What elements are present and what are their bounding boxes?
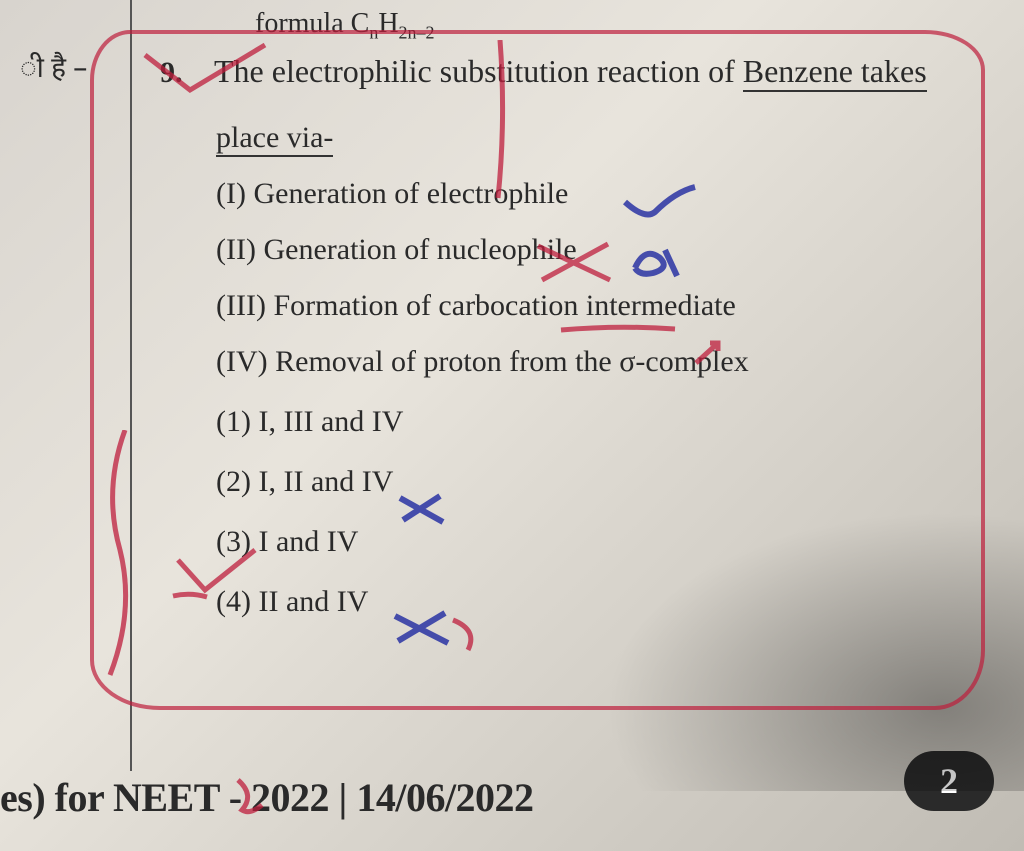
formula-h: H: [378, 8, 398, 39]
option-3: (3) I and IV: [216, 525, 980, 559]
option-4: (4) II and IV: [216, 585, 980, 619]
formula-sub-n: n: [369, 23, 378, 43]
statement-IV: (IV) Removal of proton from the σ-comple…: [216, 345, 980, 379]
footer-text: es) for NEET - 2022 | 14/06/2022: [0, 774, 534, 821]
formula-sub-2n2: 2n–2: [399, 23, 435, 43]
page-number-badge: 2: [904, 751, 994, 811]
margin-rule: [130, 0, 132, 771]
formula-text: formula C: [255, 8, 369, 39]
question-text-benzene: Benzene takes: [743, 53, 927, 92]
top-formula: formula CnH2n–2: [255, 8, 435, 44]
exam-page: formula CnH2n–2 ी है – 9. The electrophi…: [0, 0, 1024, 851]
question-text-a: The electrophilic substitution reaction …: [214, 53, 743, 89]
statement-II: (II) Generation of nucleophile: [216, 233, 980, 267]
question-line2: place via-: [216, 121, 980, 155]
statement-I: (I) Generation of electrophile: [216, 177, 980, 211]
place-via-text: place via-: [216, 121, 333, 157]
question-number: 9.: [160, 56, 210, 90]
margin-hindi-label: ी है –: [20, 48, 87, 86]
question-line1: 9. The electrophilic substitution reacti…: [160, 50, 980, 93]
red-left-squiggle: [95, 430, 155, 680]
option-1: (1) I, III and IV: [216, 405, 980, 439]
question-block: 9. The electrophilic substitution reacti…: [160, 50, 980, 645]
option-2: (2) I, II and IV: [216, 465, 980, 499]
statement-III: (III) Formation of carbocation intermedi…: [216, 289, 980, 323]
